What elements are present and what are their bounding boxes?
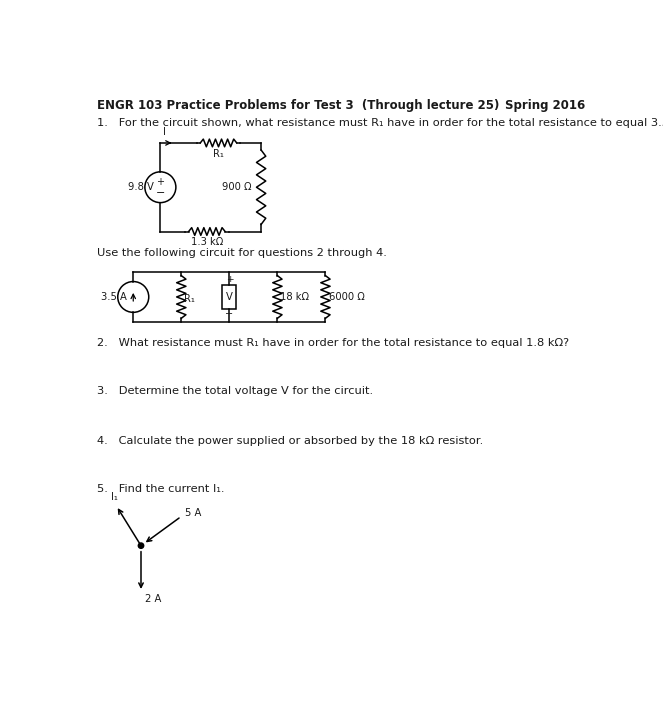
- Text: V: V: [226, 292, 233, 302]
- Text: R₁: R₁: [184, 294, 196, 305]
- Text: 9.8 V: 9.8 V: [129, 182, 154, 192]
- Text: ENGR 103 Practice Problems for Test 3  (Through lecture 25): ENGR 103 Practice Problems for Test 3 (T…: [97, 99, 499, 112]
- Text: 3.5 A: 3.5 A: [101, 292, 127, 302]
- Text: 900 Ω: 900 Ω: [222, 182, 252, 192]
- Text: 2 A: 2 A: [145, 594, 161, 604]
- Text: 4.   Calculate the power supplied or absorbed by the 18 kΩ resistor.: 4. Calculate the power supplied or absor…: [97, 435, 483, 446]
- Text: 1.   For the circuit shown, what resistance must R₁ have in order for the total : 1. For the circuit shown, what resistanc…: [97, 118, 663, 128]
- Text: −: −: [225, 310, 233, 320]
- Text: +: +: [156, 177, 164, 187]
- Text: 18 kΩ: 18 kΩ: [280, 292, 310, 302]
- Text: 1.3 kΩ: 1.3 kΩ: [191, 237, 223, 247]
- Text: Use the following circuit for questions 2 through 4.: Use the following circuit for questions …: [97, 248, 387, 258]
- Text: R₁: R₁: [213, 149, 224, 159]
- Text: −: −: [156, 187, 165, 197]
- Text: 6000 Ω: 6000 Ω: [329, 292, 364, 302]
- Text: 5 A: 5 A: [185, 508, 202, 518]
- Text: I₁: I₁: [111, 492, 118, 502]
- Text: 3.   Determine the total voltage V for the circuit.: 3. Determine the total voltage V for the…: [97, 386, 373, 395]
- Text: 5.   Find the current I₁.: 5. Find the current I₁.: [97, 484, 224, 494]
- Circle shape: [139, 543, 144, 548]
- Text: +: +: [225, 275, 233, 283]
- Text: Spring 2016: Spring 2016: [505, 99, 585, 112]
- Text: I: I: [163, 127, 166, 137]
- Text: 2.   What resistance must R₁ have in order for the total resistance to equal 1.8: 2. What resistance must R₁ have in order…: [97, 338, 569, 348]
- Bar: [222, 285, 236, 310]
